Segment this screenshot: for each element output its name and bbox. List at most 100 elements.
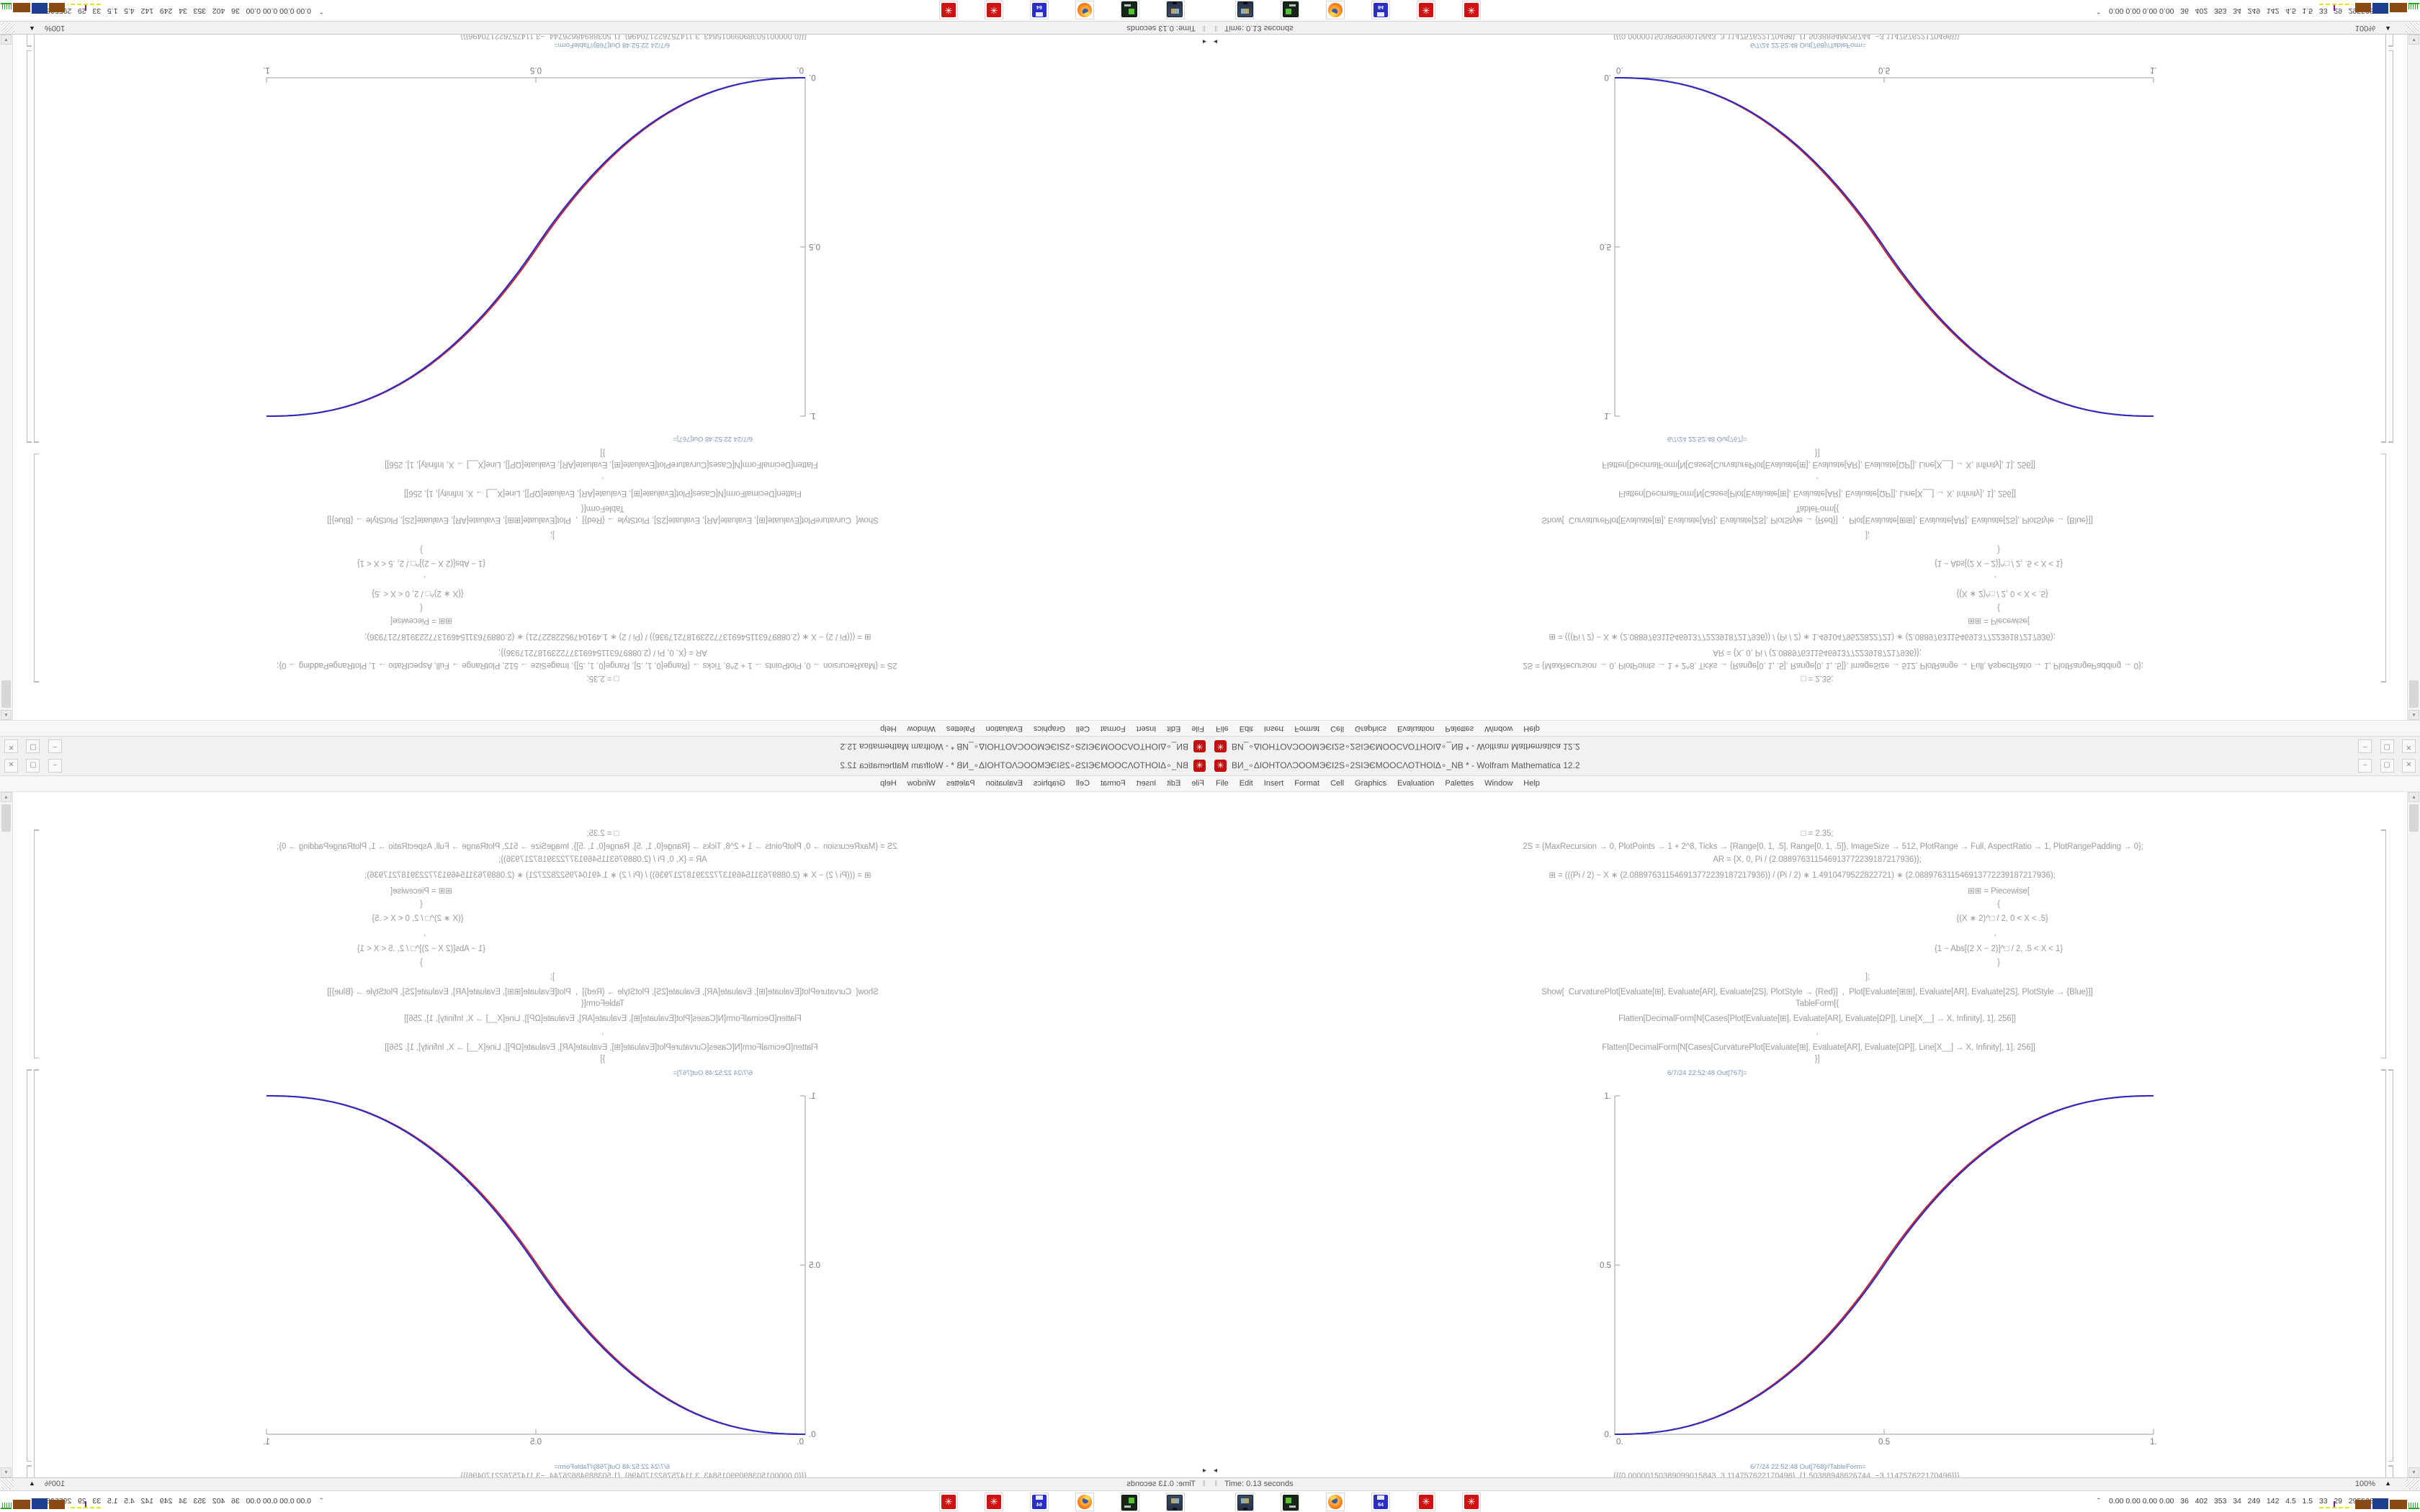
scroll-down-button[interactable]: ▾ <box>2408 1467 2419 1477</box>
code-line[interactable]: { <box>420 900 423 909</box>
notebook-content[interactable]: □ = 2.35; 2Ѕ = {MaxRecursion → 0, PlotPoi… <box>0 35 1210 720</box>
magnification-value[interactable]: 100% <box>2354 1480 2375 1488</box>
menu-item[interactable]: Window <box>1484 779 1513 788</box>
code-line[interactable]: {1 − Abs[(2 X − 2)]^□ / 2, .5 < X < 1} <box>1935 945 2063 953</box>
resize-grip[interactable] <box>2406 1479 2419 1490</box>
close-button[interactable]: ✕ <box>4 739 18 753</box>
window-titlebar[interactable]: ✳ ВИ_∘ΔΙΟΗΤΟΛϽΟΟΜЭЄΙ2Ѕ∘2ЅΙЭЄΜΟΟϹΛΟΤΗΟΙΔ∘… <box>1210 736 2420 756</box>
cell-bracket[interactable] <box>34 1069 39 1477</box>
code-line[interactable]: TableForm[{ <box>1795 504 1839 513</box>
taskbar-button[interactable] <box>1326 1 1345 19</box>
menu-item[interactable]: Evaluation <box>1397 724 1435 733</box>
code-line[interactable]: 2Ѕ = {MaxRecursion → 0, PlotPoints → 1 +… <box>277 842 897 851</box>
menu-item[interactable]: Graphics <box>1355 779 1387 788</box>
code-line[interactable]: ΑR = {X, 0, Pi / (2.08897631154691377223… <box>498 855 707 864</box>
vertical-scrollbar[interactable]: ▴ ▾ <box>0 35 13 720</box>
taskbar-button[interactable]: 64 <box>1371 1493 1390 1511</box>
scroll-down-button[interactable]: ▾ <box>1 35 12 45</box>
menu-item[interactable]: Window <box>1484 724 1513 733</box>
stats-expander-icon[interactable]: ⌃ <box>318 8 324 15</box>
magnification-menu-icon[interactable]: ▲ <box>29 1480 35 1487</box>
taskbar-button[interactable] <box>1075 1493 1094 1511</box>
menu-item[interactable]: Format <box>1100 779 1126 788</box>
code-line[interactable]: , <box>601 476 604 485</box>
menu-item[interactable]: Help <box>880 724 897 733</box>
code-line[interactable]: {(X ∗ 2)^□ / 2, 0 < X < .5} <box>1956 914 2048 923</box>
code-line[interactable]: } <box>1997 545 2000 554</box>
scroll-up-button[interactable]: ▴ <box>1 710 12 720</box>
code-line[interactable]: ⊞ = (((Pi / 2) − X ∗ (2.0889763115469137… <box>364 871 871 880</box>
taskbar-button[interactable] <box>1235 1493 1254 1511</box>
resize-grip[interactable] <box>1 22 14 33</box>
scroll-down-button[interactable]: ▾ <box>2408 35 2419 45</box>
taskbar-button[interactable] <box>1075 1 1094 19</box>
taskbar-button[interactable] <box>1166 1 1185 19</box>
code-line[interactable]: ]; <box>550 531 555 539</box>
code-line[interactable]: { <box>420 603 423 612</box>
close-button[interactable]: ✕ <box>2402 759 2416 773</box>
cell-bracket[interactable] <box>2388 50 2393 443</box>
taskbar-button[interactable]: ✳ <box>1417 1493 1435 1511</box>
code-line[interactable]: ΑR = {X, 0, Pi / (2.08897631154691377223… <box>1713 855 1922 864</box>
resize-grip[interactable] <box>2406 22 2419 33</box>
minimize-button[interactable]: – <box>2358 739 2372 753</box>
code-line[interactable]: {(X ∗ 2)^□ / 2, 0 < X < .5} <box>1956 589 2048 598</box>
code-line[interactable]: ⊞ = (((Pi / 2) − X ∗ (2.0889763115469137… <box>364 632 871 641</box>
code-line[interactable]: ΑR = {X, 0, Pi / (2.08897631154691377223… <box>1713 648 1922 657</box>
code-line[interactable]: ⊞⊞ = Piecewise[ <box>390 616 452 625</box>
menu-item[interactable]: Cell <box>1330 779 1345 788</box>
cell-bracket[interactable] <box>27 35 32 47</box>
taskbar-button[interactable]: ✳ <box>1417 1 1435 19</box>
code-line[interactable]: □ = 2.35; <box>586 674 619 683</box>
code-line[interactable]: Flatten[DecimalForm[N[Cases[CurvaturePlo… <box>385 1043 818 1052</box>
code-line[interactable]: □ = 2.35; <box>1801 674 1834 683</box>
code-line[interactable]: } <box>420 545 423 554</box>
scroll-up-button[interactable]: ▴ <box>2408 710 2419 720</box>
menu-item[interactable]: Palettes <box>1445 724 1474 733</box>
code-line[interactable]: , <box>424 575 426 583</box>
stats-expander-icon[interactable]: ⌃ <box>2096 1497 2102 1504</box>
code-line[interactable]: , <box>424 929 426 937</box>
cell-bracket[interactable] <box>27 50 32 443</box>
hscroll-left-icon[interactable]: ◂ <box>1214 37 1218 45</box>
scroll-down-button[interactable]: ▾ <box>1 1467 12 1477</box>
code-line[interactable]: ⊞ = (((Pi / 2) − X ∗ (2.0889763115469137… <box>1549 632 2056 641</box>
code-line[interactable]: {(X ∗ 2)^□ / 2, 0 < X < .5} <box>372 914 464 923</box>
menu-item[interactable]: Edit <box>1239 724 1253 733</box>
cell-bracket[interactable] <box>27 1465 32 1477</box>
cell-bracket[interactable] <box>2388 1465 2393 1477</box>
taskbar-button[interactable]: ✳ <box>1462 1493 1481 1511</box>
code-line[interactable]: 2Ѕ = {MaxRecursion → 0, PlotPoints → 1 +… <box>277 661 897 670</box>
menu-item[interactable]: Format <box>1100 724 1126 733</box>
code-line[interactable]: ΑR = {X, 0, Pi / (2.08897631154691377223… <box>498 648 707 657</box>
cell-bracket[interactable] <box>2381 829 2386 1058</box>
menu-item[interactable]: Graphics <box>1355 724 1387 733</box>
stats-expander-icon[interactable]: ⌃ <box>2096 8 2102 15</box>
code-line[interactable]: Flatten[DecimalForm[N[Cases[CurvaturePlo… <box>385 460 818 469</box>
menu-item[interactable]: File <box>1191 779 1204 788</box>
code-line[interactable]: ]; <box>1865 973 1870 981</box>
menu-item[interactable]: Window <box>907 724 936 733</box>
menu-item[interactable]: Help <box>1523 724 1540 733</box>
maximize-button[interactable]: ▢ <box>26 739 40 753</box>
code-line[interactable]: ⊞⊞ = Piecewise[ <box>1968 887 2030 896</box>
menu-item[interactable]: File <box>1216 779 1229 788</box>
taskbar-button[interactable] <box>1166 1493 1185 1511</box>
code-line[interactable]: Flatten[DecimalForm[N[Cases[CurvaturePlo… <box>1602 1043 2035 1052</box>
taskbar-button[interactable] <box>1326 1493 1345 1511</box>
code-line[interactable]: }] <box>1814 449 1820 457</box>
stats-expander-icon[interactable]: ⌃ <box>318 1497 324 1504</box>
magnification-value[interactable]: 100% <box>2354 24 2375 32</box>
menu-item[interactable]: Insert <box>1263 779 1284 788</box>
taskbar-button[interactable] <box>1121 1 1139 19</box>
cell-bracket[interactable] <box>2388 1069 2393 1462</box>
maximize-button[interactable]: ▢ <box>2380 739 2394 753</box>
menu-item[interactable]: Cell <box>1075 724 1090 733</box>
close-button[interactable]: ✕ <box>4 759 18 773</box>
close-button[interactable]: ✕ <box>2402 739 2416 753</box>
taskbar-button[interactable]: ✳ <box>1462 1 1481 19</box>
code-line[interactable]: } <box>420 958 423 967</box>
code-line[interactable]: TableForm[{ <box>1795 999 1839 1008</box>
taskbar-button[interactable]: ✳ <box>985 1 1003 19</box>
code-line[interactable]: TableForm[{ <box>581 504 625 513</box>
